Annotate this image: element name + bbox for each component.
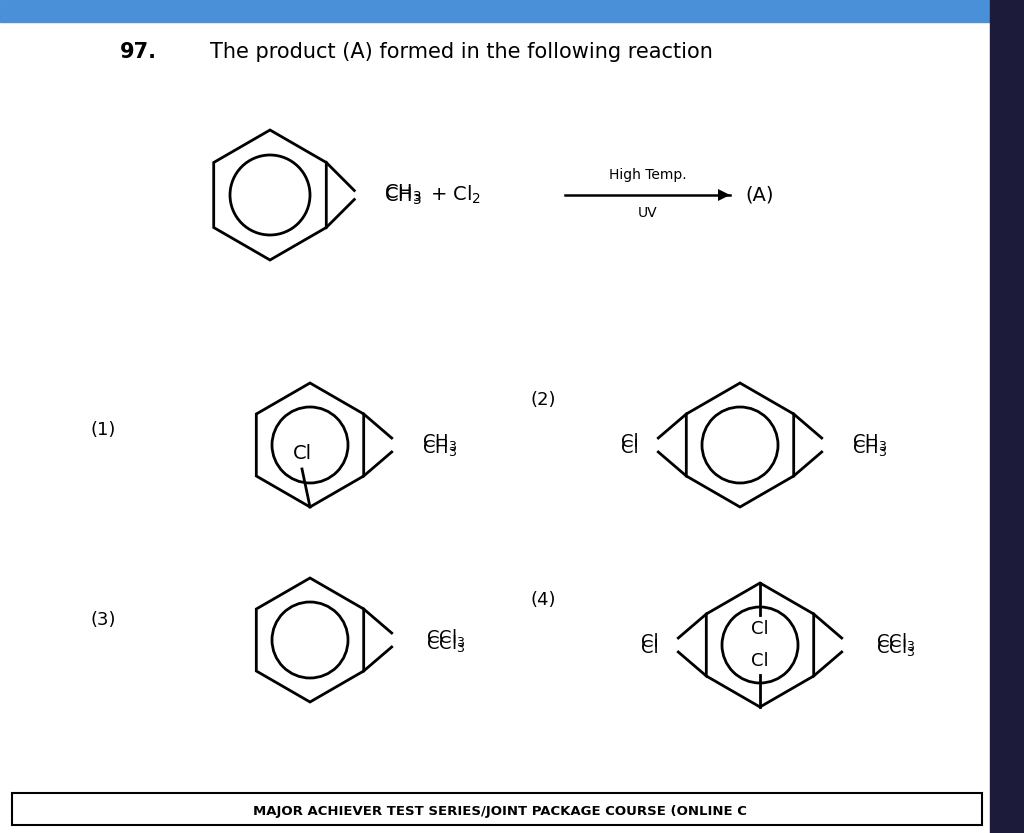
Text: Cl: Cl xyxy=(641,639,658,657)
Text: $\mathrm{CCl_3}$: $\mathrm{CCl_3}$ xyxy=(426,632,465,654)
Text: Cl: Cl xyxy=(621,433,638,451)
Text: $\mathrm{CH_3}$: $\mathrm{CH_3}$ xyxy=(384,183,422,204)
Text: Cl: Cl xyxy=(752,620,769,638)
Text: 97.: 97. xyxy=(120,42,157,62)
Bar xyxy=(12,793,982,825)
Text: $\mathrm{CCl_3}$: $\mathrm{CCl_3}$ xyxy=(426,626,465,647)
Text: $\mathrm{CH_3}$: $\mathrm{CH_3}$ xyxy=(384,186,422,207)
Text: The product (A) formed in the following reaction: The product (A) formed in the following … xyxy=(210,42,713,62)
Text: (4): (4) xyxy=(530,591,555,609)
Text: $\mathrm{CCl_3}$: $\mathrm{CCl_3}$ xyxy=(876,631,915,652)
Bar xyxy=(0,0,1024,22)
Text: (2): (2) xyxy=(530,391,555,409)
Text: $\mathrm{CH_3}$: $\mathrm{CH_3}$ xyxy=(852,432,887,452)
Text: Cl: Cl xyxy=(641,633,658,651)
Text: UV: UV xyxy=(638,206,657,220)
Text: Cl: Cl xyxy=(293,443,311,462)
Text: $\mathrm{CH_3}$: $\mathrm{CH_3}$ xyxy=(852,438,887,458)
Text: (A): (A) xyxy=(745,186,773,204)
Text: Cl: Cl xyxy=(752,652,769,670)
Text: $\mathrm{CH_3}$: $\mathrm{CH_3}$ xyxy=(422,432,457,452)
Text: $\mathrm{CH_3}$: $\mathrm{CH_3}$ xyxy=(422,438,457,458)
Bar xyxy=(990,0,1024,833)
Text: $+\ \mathrm{Cl_2}$: $+\ \mathrm{Cl_2}$ xyxy=(430,184,481,206)
Text: $\mathrm{CCl_3}$: $\mathrm{CCl_3}$ xyxy=(876,637,915,659)
Text: Cl: Cl xyxy=(621,439,638,457)
Text: High Temp.: High Temp. xyxy=(609,168,687,182)
Text: (3): (3) xyxy=(90,611,116,629)
Text: (1): (1) xyxy=(90,421,116,439)
Polygon shape xyxy=(718,189,730,201)
Text: MAJOR ACHIEVER TEST SERIES/JOINT PACKAGE COURSE (ONLINE C: MAJOR ACHIEVER TEST SERIES/JOINT PACKAGE… xyxy=(253,806,746,819)
